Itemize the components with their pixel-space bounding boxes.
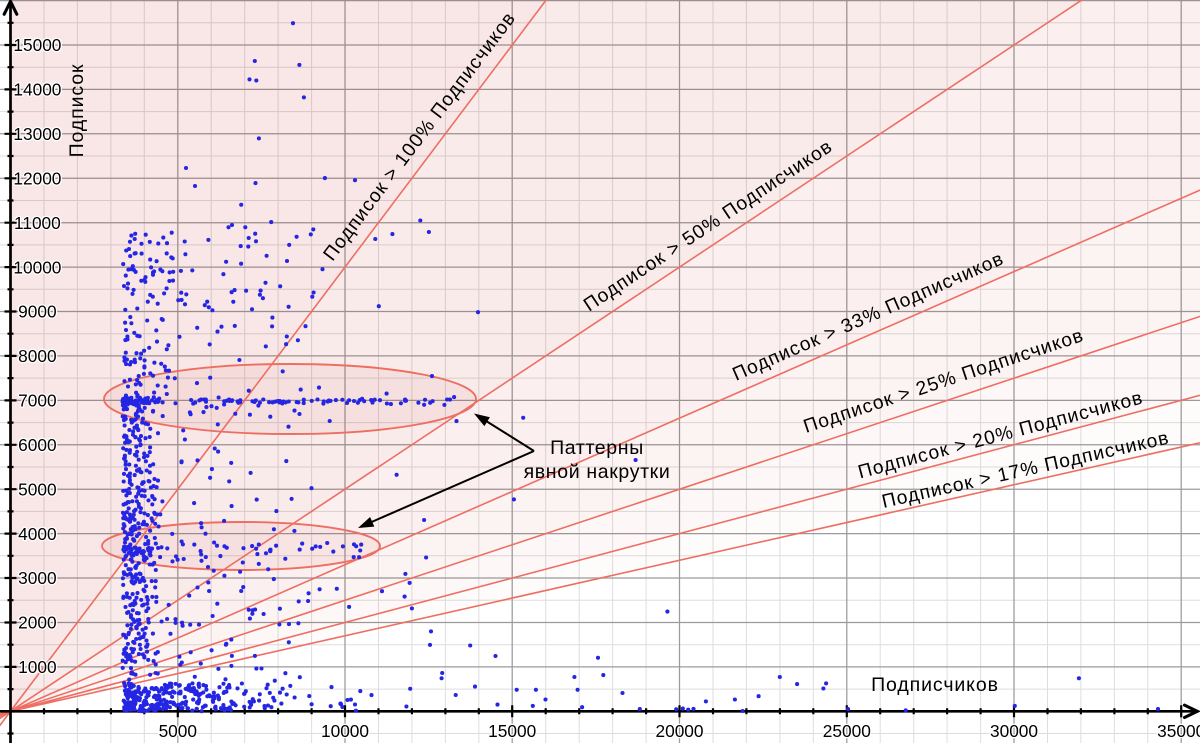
svg-text:13000: 13000 bbox=[13, 124, 61, 144]
svg-text:Подписчиков: Подписчиков bbox=[871, 674, 999, 696]
svg-text:35000: 35000 bbox=[1157, 721, 1200, 741]
svg-text:4000: 4000 bbox=[18, 524, 56, 544]
svg-text:10000: 10000 bbox=[13, 257, 61, 277]
svg-text:3000: 3000 bbox=[18, 568, 56, 588]
svg-text:2000: 2000 bbox=[18, 613, 56, 633]
svg-text:14000: 14000 bbox=[13, 80, 61, 100]
svg-text:5000: 5000 bbox=[18, 479, 56, 499]
svg-text:15000: 15000 bbox=[13, 35, 61, 55]
svg-text:10000: 10000 bbox=[321, 721, 369, 741]
svg-text:Подписок: Подписок bbox=[66, 64, 88, 158]
svg-text:7000: 7000 bbox=[18, 391, 56, 411]
svg-text:12000: 12000 bbox=[13, 169, 61, 189]
svg-text:5000: 5000 bbox=[159, 721, 197, 741]
svg-text:30000: 30000 bbox=[990, 721, 1038, 741]
svg-text:6000: 6000 bbox=[18, 435, 56, 455]
svg-text:1000: 1000 bbox=[18, 657, 56, 677]
svg-text:15000: 15000 bbox=[488, 721, 536, 741]
svg-text:20000: 20000 bbox=[655, 721, 703, 741]
svg-text:11000: 11000 bbox=[14, 213, 61, 233]
svg-text:9000: 9000 bbox=[18, 302, 56, 322]
svg-text:8000: 8000 bbox=[18, 346, 56, 366]
svg-text:25000: 25000 bbox=[823, 721, 871, 741]
